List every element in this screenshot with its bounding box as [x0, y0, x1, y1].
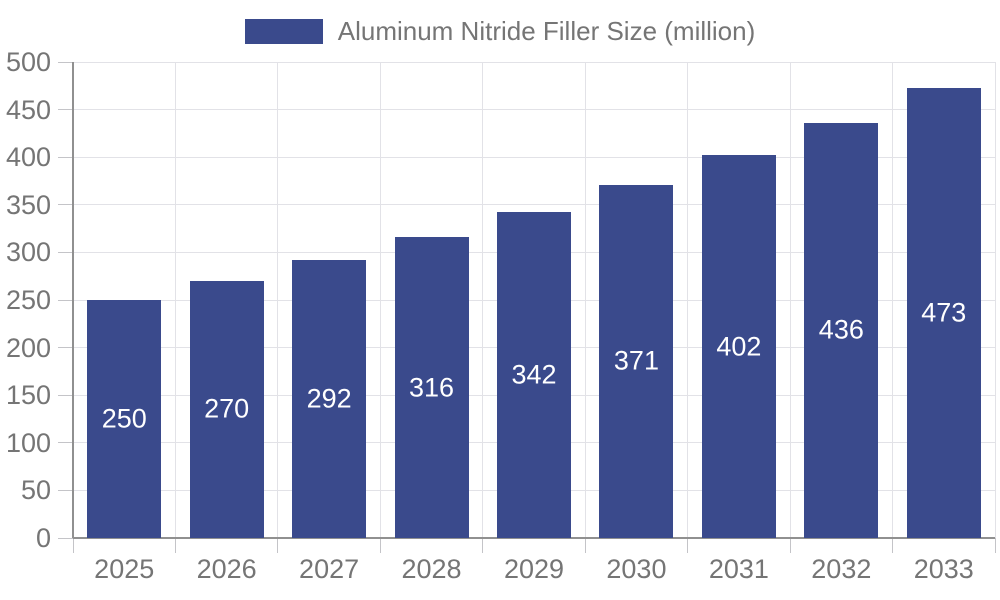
x-axis-tick — [584, 538, 586, 553]
y-axis-label: 150 — [5, 380, 51, 411]
bar-2029[interactable]: 342 — [497, 212, 571, 538]
x-gridline — [482, 62, 484, 538]
bar-value-label: 436 — [818, 314, 864, 345]
x-gridline — [379, 62, 381, 538]
x-gridline — [687, 62, 689, 538]
y-axis-tick — [58, 442, 73, 444]
bar-value-label: 371 — [613, 345, 659, 376]
bar-value-label: 342 — [511, 359, 557, 390]
y-axis-tick — [58, 347, 73, 349]
x-axis-label-2030: 2030 — [606, 554, 667, 584]
x-axis-label-2031: 2031 — [708, 554, 769, 584]
bar-2030[interactable]: 371 — [599, 184, 674, 538]
y-axis-label: 250 — [5, 285, 51, 315]
bar-2025[interactable]: 250 — [87, 300, 162, 538]
x-axis-tick — [892, 538, 894, 553]
y-axis-tick — [58, 204, 73, 206]
bar-2026[interactable]: 270 — [189, 280, 264, 538]
y-axis-label: 0 — [35, 523, 51, 553]
y-gridline — [73, 61, 995, 63]
x-axis-label-2026: 2026 — [196, 554, 257, 584]
x-axis-label-2028: 2028 — [401, 554, 462, 584]
bar-2027[interactable]: 292 — [292, 260, 367, 538]
y-axis-label: 500 — [5, 47, 51, 77]
y-axis-tick — [58, 489, 73, 491]
x-axis-line — [73, 537, 995, 539]
x-gridline — [277, 62, 279, 538]
x-axis-label-2029: 2029 — [503, 554, 565, 584]
y-gridline — [73, 204, 995, 206]
bar-value-label: 473 — [921, 297, 967, 328]
x-axis-label-2025: 2025 — [94, 554, 155, 584]
x-axis-tick — [789, 538, 791, 553]
y-axis-tick — [58, 537, 73, 539]
x-gridline — [892, 62, 894, 538]
y-axis-label: 50 — [20, 475, 51, 506]
bar-2031[interactable]: 402 — [701, 155, 776, 538]
y-axis-tick — [58, 61, 73, 63]
x-axis-tick — [687, 538, 689, 553]
legend-swatch-icon — [244, 19, 323, 44]
x-axis-tick — [72, 538, 74, 553]
legend-label: Aluminum Nitride Filler Size (million) — [337, 16, 756, 46]
bar-value-label: 316 — [409, 372, 455, 403]
y-gridline — [73, 156, 995, 158]
bar-value-label: 250 — [101, 403, 147, 434]
y-axis-tick — [58, 251, 73, 253]
x-axis-label-2033: 2033 — [913, 554, 974, 584]
x-axis-label-2032: 2032 — [811, 554, 872, 584]
bar-2032[interactable]: 436 — [804, 122, 879, 538]
y-axis-label: 300 — [5, 237, 51, 268]
x-gridline — [584, 62, 586, 538]
y-axis-tick — [58, 299, 73, 301]
y-axis-label: 350 — [5, 189, 51, 220]
y-axis-label: 100 — [5, 427, 51, 458]
x-axis-tick — [174, 538, 176, 553]
x-axis-tick — [482, 538, 484, 553]
legend[interactable]: Aluminum Nitride Filler Size (million) — [0, 16, 1000, 47]
x-gridline — [994, 62, 996, 538]
y-axis-tick — [58, 394, 73, 396]
x-gridline — [789, 62, 791, 538]
bar-value-label: 402 — [716, 331, 762, 362]
x-gridline — [174, 62, 176, 538]
y-gridline — [73, 109, 995, 111]
y-axis-tick — [58, 109, 73, 111]
y-axis-label: 200 — [5, 332, 51, 363]
y-axis-label: 400 — [5, 142, 51, 173]
y-axis-label: 450 — [5, 94, 51, 125]
x-axis-tick — [994, 538, 996, 553]
bar-2033[interactable]: 473 — [906, 87, 981, 538]
x-axis-tick — [379, 538, 381, 553]
bar-value-label: 292 — [306, 383, 352, 414]
y-axis-tick — [58, 156, 73, 158]
bar-value-label: 270 — [204, 393, 250, 424]
x-axis-tick — [277, 538, 279, 553]
x-axis-label-2027: 2027 — [299, 554, 360, 584]
y-axis-line — [72, 62, 74, 538]
bar-2028[interactable]: 316 — [394, 237, 469, 538]
